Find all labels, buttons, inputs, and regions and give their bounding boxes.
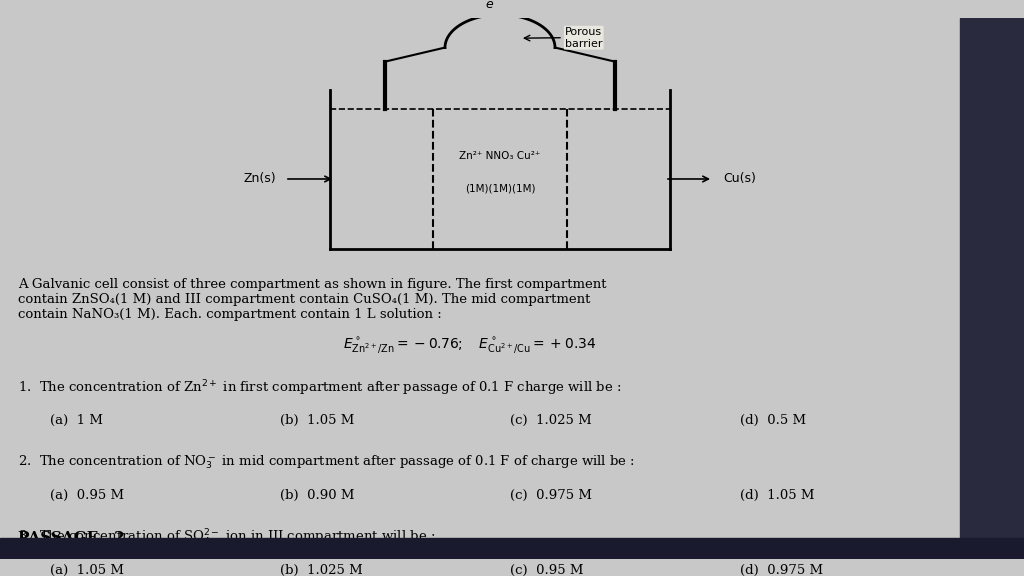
Bar [0, 539, 1024, 559]
Text: 1.  The concentration of Zn$^{2+}$ in first compartment after passage of 0.1 F c: 1. The concentration of Zn$^{2+}$ in fir… [18, 378, 622, 397]
Text: Porous
barrier: Porous barrier [565, 27, 602, 48]
Text: e: e [485, 0, 493, 11]
Text: Zn(s): Zn(s) [244, 172, 276, 185]
Text: 2.  The concentration of NO$^-_3$ in mid compartment after passage of 0.1 F of c: 2. The concentration of NO$^-_3$ in mid … [18, 453, 635, 471]
Bar [961, 18, 1024, 559]
Text: (a)  1.05 M: (a) 1.05 M [50, 564, 124, 576]
Text: Zn²⁺ NNO₃ Cu²⁺: Zn²⁺ NNO₃ Cu²⁺ [460, 150, 541, 161]
Text: (b)  0.90 M: (b) 0.90 M [280, 489, 354, 502]
Text: (d)  1.05 M: (d) 1.05 M [740, 489, 814, 502]
Text: (c)  0.95 M: (c) 0.95 M [510, 564, 584, 576]
Text: (1M)(1M)(1M): (1M)(1M)(1M) [465, 183, 536, 194]
Text: (d)  0.5 M: (d) 0.5 M [740, 414, 806, 427]
Text: (a)  0.95 M: (a) 0.95 M [50, 489, 124, 502]
Text: 3.  The concentration of SO$^{2-}_4$ ion in III compartment will be :: 3. The concentration of SO$^{2-}_4$ ion … [18, 528, 435, 548]
Text: (a)  1 M: (a) 1 M [50, 414, 103, 427]
Text: (b)  1.05 M: (b) 1.05 M [280, 414, 354, 427]
Text: (c)  1.025 M: (c) 1.025 M [510, 414, 592, 427]
Text: PASSAGE   2: PASSAGE 2 [18, 531, 125, 545]
Text: $E^\circ_{\mathrm{Zn}^{2+}/\mathrm{Zn}} = -0.76;\quad E^\circ_{\mathrm{Cu}^{2+}/: $E^\circ_{\mathrm{Zn}^{2+}/\mathrm{Zn}} … [343, 336, 597, 356]
Text: (c)  0.975 M: (c) 0.975 M [510, 489, 592, 502]
Text: Cu(s): Cu(s) [724, 172, 757, 185]
Text: A Galvanic cell consist of three compartment as shown in figure. The first compa: A Galvanic cell consist of three compart… [18, 278, 606, 321]
Text: (b)  1.025 M: (b) 1.025 M [280, 564, 362, 576]
Text: (d)  0.975 M: (d) 0.975 M [740, 564, 823, 576]
